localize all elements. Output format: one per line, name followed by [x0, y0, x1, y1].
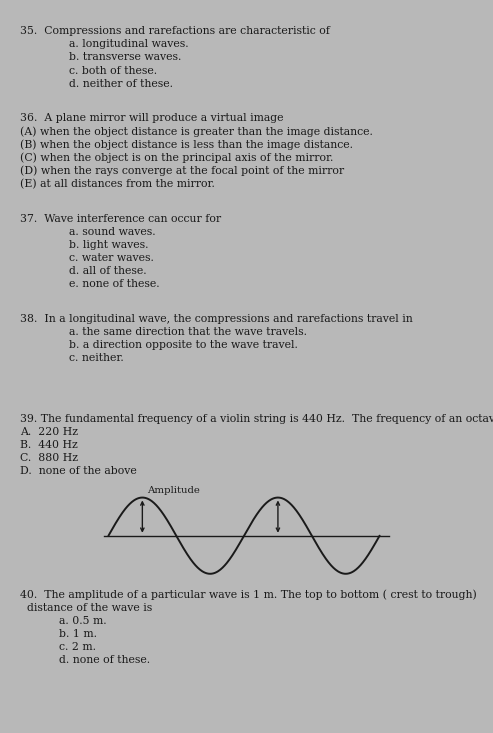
Text: c. 2 m.: c. 2 m.	[59, 642, 96, 652]
Text: 36.  A plane mirror will produce a virtual image: 36. A plane mirror will produce a virtua…	[20, 114, 283, 123]
Text: (B) when the object distance is less than the image distance.: (B) when the object distance is less tha…	[20, 139, 352, 150]
Text: b. a direction opposite to the wave travel.: b. a direction opposite to the wave trav…	[69, 340, 298, 350]
Text: d. all of these.: d. all of these.	[69, 266, 146, 276]
Text: e. none of these.: e. none of these.	[69, 279, 160, 289]
Text: a. 0.5 m.: a. 0.5 m.	[59, 616, 107, 626]
Text: c. water waves.: c. water waves.	[69, 253, 154, 262]
Text: a. longitudinal waves.: a. longitudinal waves.	[69, 40, 189, 49]
Text: d. none of these.: d. none of these.	[59, 655, 150, 665]
Text: distance of the wave is: distance of the wave is	[27, 603, 152, 613]
Text: (D) when the rays converge at the focal point of the mirror: (D) when the rays converge at the focal …	[20, 166, 344, 176]
Text: b. 1 m.: b. 1 m.	[59, 629, 97, 639]
Text: (E) at all distances from the mirror.: (E) at all distances from the mirror.	[20, 179, 214, 189]
Text: 35.  Compressions and rarefactions are characteristic of: 35. Compressions and rarefactions are ch…	[20, 26, 330, 37]
Text: c. neither.: c. neither.	[69, 353, 124, 363]
Text: (C) when the object is on the principal axis of the mirror.: (C) when the object is on the principal …	[20, 152, 333, 163]
Text: C.  880 Hz: C. 880 Hz	[20, 453, 78, 463]
Text: A.  220 Hz: A. 220 Hz	[20, 427, 78, 437]
Text: D.  none of the above: D. none of the above	[20, 466, 137, 476]
Text: (A) when the object distance is greater than the image distance.: (A) when the object distance is greater …	[20, 127, 373, 137]
Text: 40.  The amplitude of a particular wave is 1 m. The top to bottom ( crest to tro: 40. The amplitude of a particular wave i…	[20, 590, 476, 600]
Text: a. sound waves.: a. sound waves.	[69, 226, 156, 237]
Text: a. the same direction that the wave travels.: a. the same direction that the wave trav…	[69, 327, 307, 336]
Text: 39. The fundamental frequency of a violin string is 440 Hz.  The frequency of an: 39. The fundamental frequency of a violi…	[20, 414, 493, 424]
Text: 38.  In a longitudinal wave, the compressions and rarefactions travel in: 38. In a longitudinal wave, the compress…	[20, 314, 413, 324]
Text: B.  440 Hz: B. 440 Hz	[20, 440, 77, 450]
Text: b. light waves.: b. light waves.	[69, 240, 148, 250]
Text: 37.  Wave interference can occur for: 37. Wave interference can occur for	[20, 213, 221, 224]
Text: b. transverse waves.: b. transverse waves.	[69, 53, 181, 62]
Text: c. both of these.: c. both of these.	[69, 65, 157, 75]
Text: d. neither of these.: d. neither of these.	[69, 78, 173, 89]
Text: Amplitude: Amplitude	[147, 486, 200, 495]
